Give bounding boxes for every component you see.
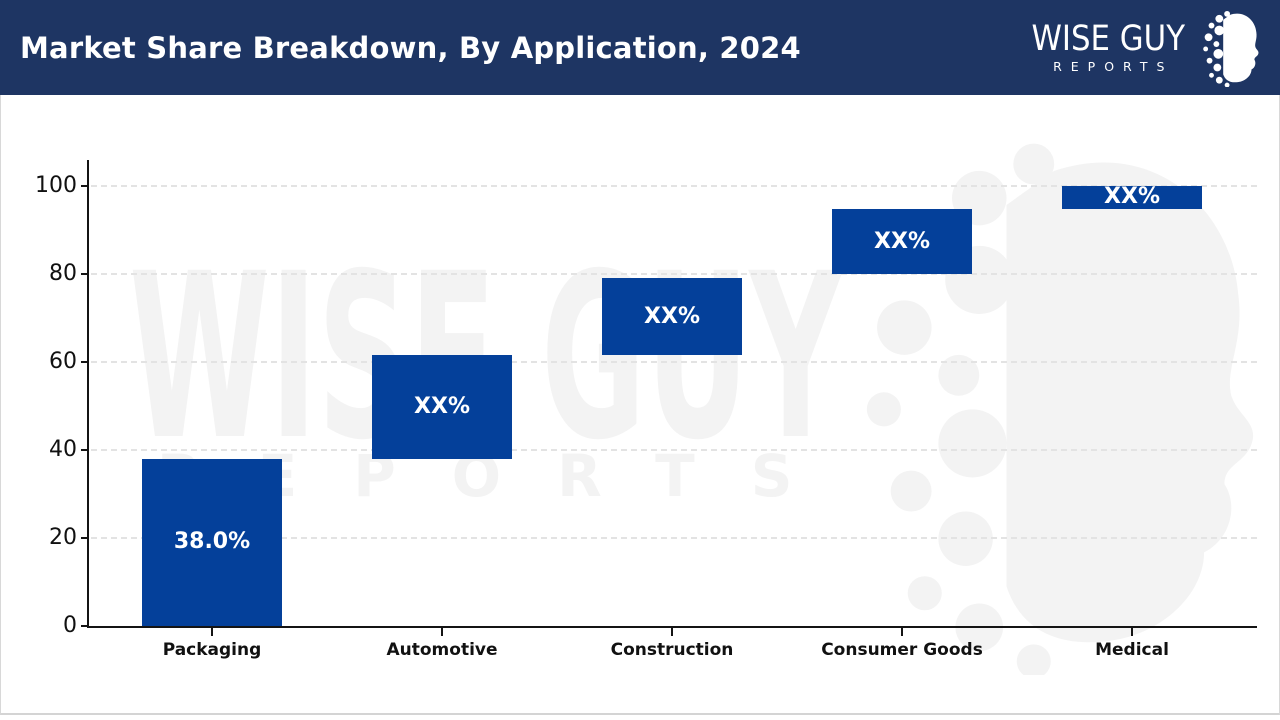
x-axis-label: Medical <box>1095 640 1169 660</box>
bar-automotive: XX% <box>372 355 512 459</box>
y-axis-label: 60 <box>49 349 77 374</box>
x-axis-tick <box>1131 628 1133 636</box>
bar-consumer-goods: XX% <box>832 209 972 274</box>
x-axis-label: Automotive <box>386 640 498 660</box>
x-axis-label: Consumer Goods <box>821 640 983 660</box>
bar-value-label: XX% <box>414 394 470 420</box>
page-title: Market Share Breakdown, By Application, … <box>20 30 801 65</box>
logo-text: WISE GUY REPORTS <box>1021 18 1196 74</box>
y-axis-label: 80 <box>49 261 77 286</box>
x-axis-tick <box>441 628 443 636</box>
chart-card: WISE GUY REPORTS 0 20 40 60 80 100 38.0% Packag… <box>0 95 1280 715</box>
logo-wordmark: WISE GUY <box>1031 18 1186 59</box>
y-axis-tick <box>81 185 89 187</box>
y-axis-label: 40 <box>49 437 77 462</box>
x-axis-label: Construction <box>610 640 734 660</box>
gridline-y40 <box>91 449 1257 451</box>
waterfall-chart: 0 20 40 60 80 100 38.0% Packaging XX% Automotive X… <box>1 95 1279 713</box>
bar-value-label: XX% <box>1104 184 1160 210</box>
y-axis-tick <box>81 361 89 363</box>
x-axis-label: Packaging <box>162 640 262 660</box>
gridline-y20 <box>91 537 1257 539</box>
bar-packaging: 38.0% <box>142 458 282 626</box>
header: Market Share Breakdown, By Application, … <box>0 0 1280 95</box>
gridline-y80 <box>91 273 1257 275</box>
y-axis-label: 0 <box>63 613 77 638</box>
y-axis-label: 100 <box>35 173 77 198</box>
gridline-y100 <box>91 185 1257 187</box>
bar-value-label: 38.0% <box>173 529 251 555</box>
y-axis-line <box>87 160 89 628</box>
y-axis-label: 20 <box>49 525 77 550</box>
x-axis-tick <box>211 628 213 636</box>
x-axis-tick <box>901 628 903 636</box>
bar-construction: XX% <box>602 278 742 356</box>
bar-medical: XX% <box>1062 186 1202 209</box>
y-axis-tick <box>81 273 89 275</box>
bar-value-label: XX% <box>644 303 700 329</box>
y-axis-tick <box>81 625 89 627</box>
wiseguy-logo: WISE GUY REPORTS <box>1021 9 1262 87</box>
logo-subtext: REPORTS <box>1053 58 1174 74</box>
x-axis-tick <box>671 628 673 636</box>
y-axis-tick <box>81 537 89 539</box>
wiseguy-head-icon <box>1200 9 1262 87</box>
y-axis-tick <box>81 449 89 451</box>
x-axis-line <box>87 626 1257 628</box>
gridline-y60 <box>91 361 1257 363</box>
bar-value-label: XX% <box>874 228 930 254</box>
